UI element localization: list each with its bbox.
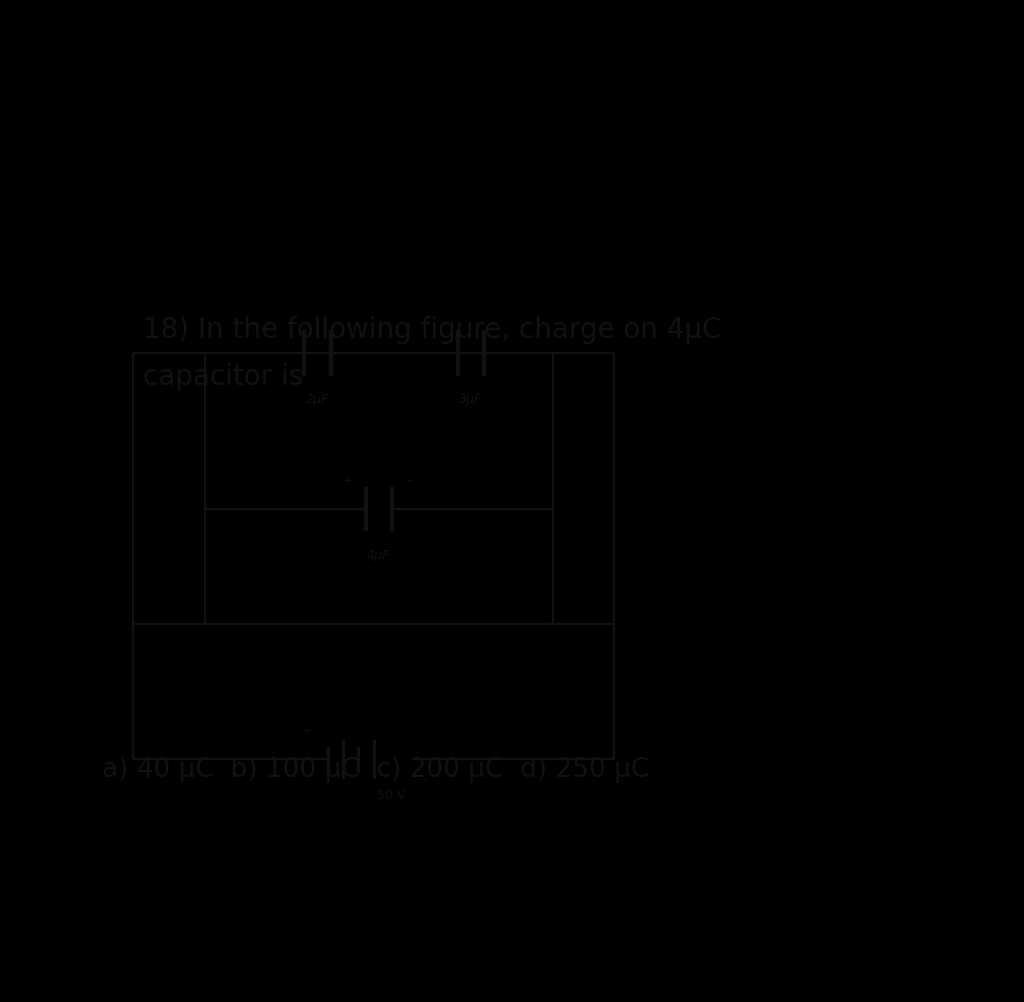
Text: capacitor is: capacitor is (143, 363, 303, 391)
Text: 3μF: 3μF (460, 393, 482, 406)
Text: +: + (302, 724, 312, 736)
Text: 4μF: 4μF (368, 549, 390, 562)
Text: -: - (423, 774, 427, 787)
Text: a) 40 μC  b) 100 μC  c) 200 μC  d) 250 μC: a) 40 μC b) 100 μC c) 200 μC d) 250 μC (102, 757, 649, 783)
Text: +: + (343, 474, 353, 487)
Text: -: - (408, 474, 412, 487)
Text: 50 V: 50 V (377, 790, 406, 802)
Text: 2μF: 2μF (306, 393, 329, 406)
Text: 18) In the following figure, charge on 4μC: 18) In the following figure, charge on 4… (143, 317, 722, 345)
